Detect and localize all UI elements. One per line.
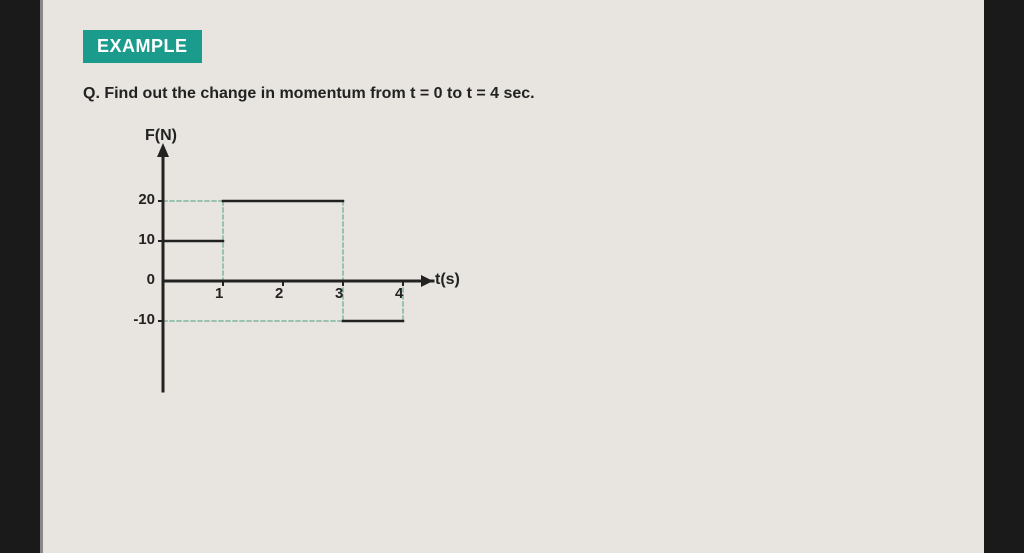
page: EXAMPLE Q. Find out the change in moment… <box>40 0 984 553</box>
y-tick-10: 10 <box>138 231 155 248</box>
force-time-chart: F(N) 20 10 0 -10 1 2 3 4 t(s) <box>103 131 503 431</box>
y-tick-20: 20 <box>138 191 155 208</box>
y-tick-0: 0 <box>147 271 155 288</box>
question-text: Q. Find out the change in momentum from … <box>83 85 944 103</box>
example-badge: EXAMPLE <box>83 30 202 63</box>
x-tick-1: 1 <box>215 285 223 302</box>
y-axis-label: F(N) <box>145 127 177 145</box>
x-tick-2: 2 <box>275 285 283 302</box>
x-axis-label: t(s) <box>435 271 460 289</box>
y-tick-neg10: -10 <box>133 311 155 328</box>
example-badge-text: EXAMPLE <box>97 36 188 56</box>
x-tick-3: 3 <box>335 285 343 302</box>
x-tick-4: 4 <box>395 285 403 302</box>
